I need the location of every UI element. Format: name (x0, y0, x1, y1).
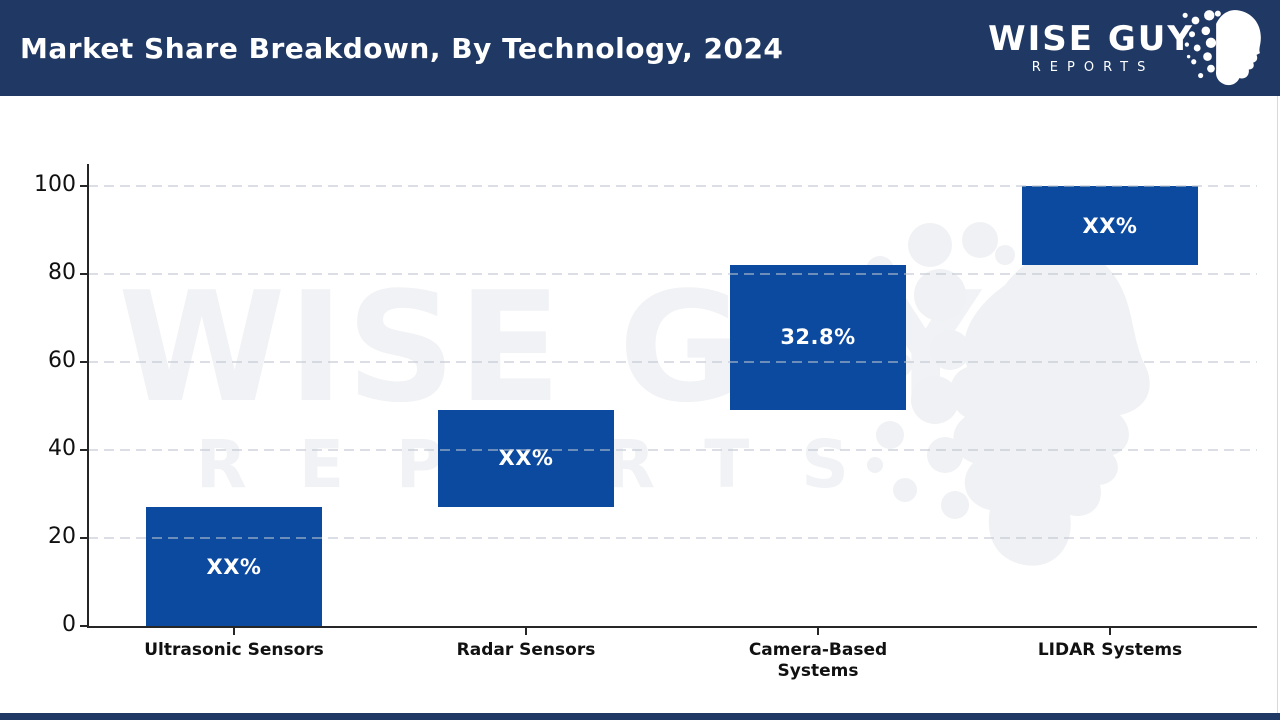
logo-face-icon (1182, 10, 1261, 86)
x-tick-label: Camera-Based Systems (748, 640, 888, 681)
x-tick-mark (1109, 626, 1111, 635)
footer-bar (0, 713, 1280, 720)
logo-wordmark: WISE GUY (988, 19, 1194, 59)
x-tick-label: Ultrasonic Sensors (144, 640, 324, 660)
bar-ultrasonic-sensors: XX% (146, 507, 322, 626)
y-tick-label: 20 (48, 524, 76, 549)
y-tick-label: 80 (48, 260, 76, 285)
y-tick-label: 100 (34, 172, 76, 197)
brand-logo: WISE GUY REPORTS (988, 4, 1266, 92)
bar-value-label: XX% (1082, 213, 1138, 238)
x-tick-mark (525, 626, 527, 635)
y-tick-mark (80, 449, 88, 451)
y-tick-label: 40 (48, 436, 76, 461)
x-tick-mark (233, 626, 235, 635)
y-tick-mark (80, 273, 88, 275)
chart-title: Market Share Breakdown, By Technology, 2… (20, 31, 784, 65)
bar-lidar-systems: XX% (1022, 186, 1198, 266)
header-bar: Market Share Breakdown, By Technology, 2… (0, 0, 1280, 96)
y-tick-label: 0 (62, 612, 76, 637)
y-axis-line (87, 164, 89, 628)
y-tick-mark (80, 185, 88, 187)
bar-camera-based-systems: 32.8% (730, 265, 906, 410)
logo-subtitle: REPORTS (1031, 60, 1155, 75)
gridline-80 (88, 273, 1257, 275)
y-tick-mark (80, 625, 88, 627)
gridline-20 (88, 537, 1257, 539)
gridline-40 (88, 449, 1257, 451)
y-tick-mark (80, 361, 88, 363)
bar-radar-sensors: XX% (438, 409, 614, 508)
y-tick-mark (80, 537, 88, 539)
x-tick-mark (817, 626, 819, 635)
y-tick-label: 60 (48, 348, 76, 373)
x-tick-label: LIDAR Systems (1037, 640, 1183, 660)
gridline-60 (88, 361, 1257, 363)
x-axis-line (87, 626, 1257, 628)
gridline-100 (88, 185, 1257, 187)
image-right-border (1277, 96, 1278, 713)
bar-value-label: XX% (206, 554, 262, 579)
bar-value-label: 32.8% (780, 325, 856, 350)
x-tick-label: Radar Sensors (456, 640, 596, 660)
